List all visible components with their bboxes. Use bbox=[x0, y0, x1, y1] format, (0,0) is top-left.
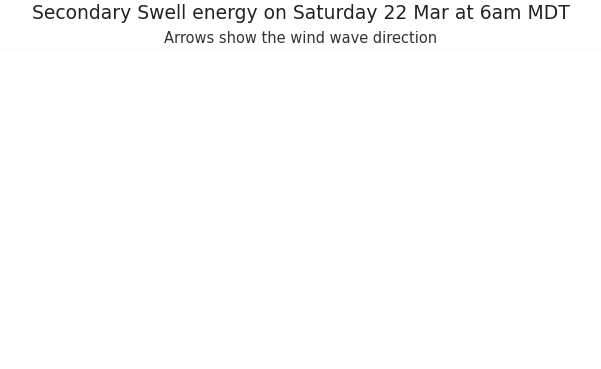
Text: Secondary Swell energy on Saturday 22 Mar at 6am MDT: Secondary Swell energy on Saturday 22 Ma… bbox=[32, 4, 569, 24]
Text: Arrows show the wind wave direction: Arrows show the wind wave direction bbox=[164, 31, 437, 46]
